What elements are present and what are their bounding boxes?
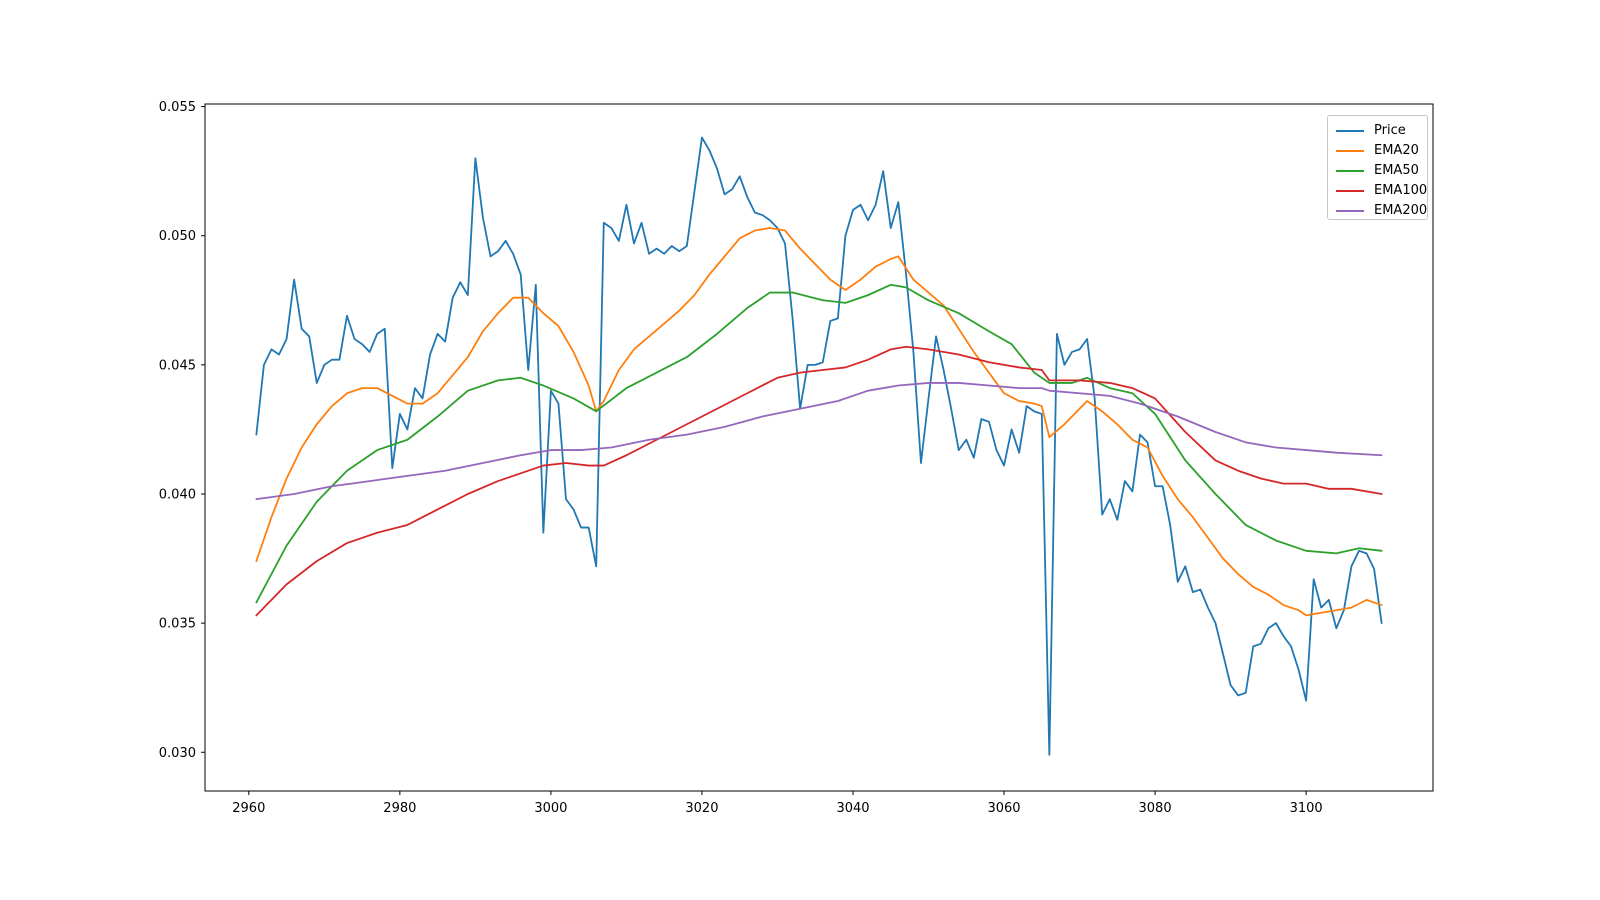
y-tick-label: 0.035 (159, 617, 196, 632)
legend: Price EMA20 EMA50 EMA100 EMA200 (1327, 115, 1428, 220)
y-tick-label: 0.045 (159, 358, 196, 373)
legend-item-ema200: EMA200 (1336, 201, 1427, 221)
x-tick-label: 2960 (232, 801, 265, 816)
x-tick-label: 3100 (1290, 801, 1323, 816)
price-line-swatch (1336, 130, 1364, 132)
legend-label-price: Price (1374, 123, 1406, 138)
series-ema20-line (255, 227, 1383, 617)
ema200-line-swatch (1336, 210, 1364, 212)
y-tick-label: 0.040 (159, 487, 196, 502)
legend-label-ema20: EMA20 (1374, 143, 1419, 158)
x-tick-label: 3060 (987, 801, 1020, 816)
ema50-line-swatch (1336, 170, 1364, 172)
series-price-line (255, 136, 1383, 756)
axes-spines (204, 103, 1434, 792)
x-tick-label: 2980 (383, 801, 416, 816)
legend-label-ema200: EMA200 (1374, 203, 1428, 218)
legend-label-ema100: EMA100 (1374, 183, 1428, 198)
x-tick-label: 3020 (685, 801, 718, 816)
legend-item-ema20: EMA20 (1336, 141, 1420, 161)
ema20-line-swatch (1336, 150, 1364, 152)
x-tick-label: 3080 (1139, 801, 1172, 816)
x-tick-label: 3000 (534, 801, 567, 816)
y-tick-label: 0.050 (159, 229, 196, 244)
x-tick-label: 3040 (836, 801, 869, 816)
y-tick-label: 0.055 (159, 100, 196, 115)
legend-item-ema50: EMA50 (1336, 161, 1420, 181)
series-ema50-line (255, 283, 1383, 604)
series-ema100-line (255, 345, 1383, 617)
legend-item-price: Price (1336, 121, 1420, 141)
y-tick-label: 0.030 (159, 746, 196, 761)
legend-label-ema50: EMA50 (1374, 163, 1419, 178)
series-ema200-line (255, 382, 1383, 501)
ema100-line-swatch (1336, 190, 1364, 192)
legend-item-ema100: EMA100 (1336, 181, 1427, 201)
